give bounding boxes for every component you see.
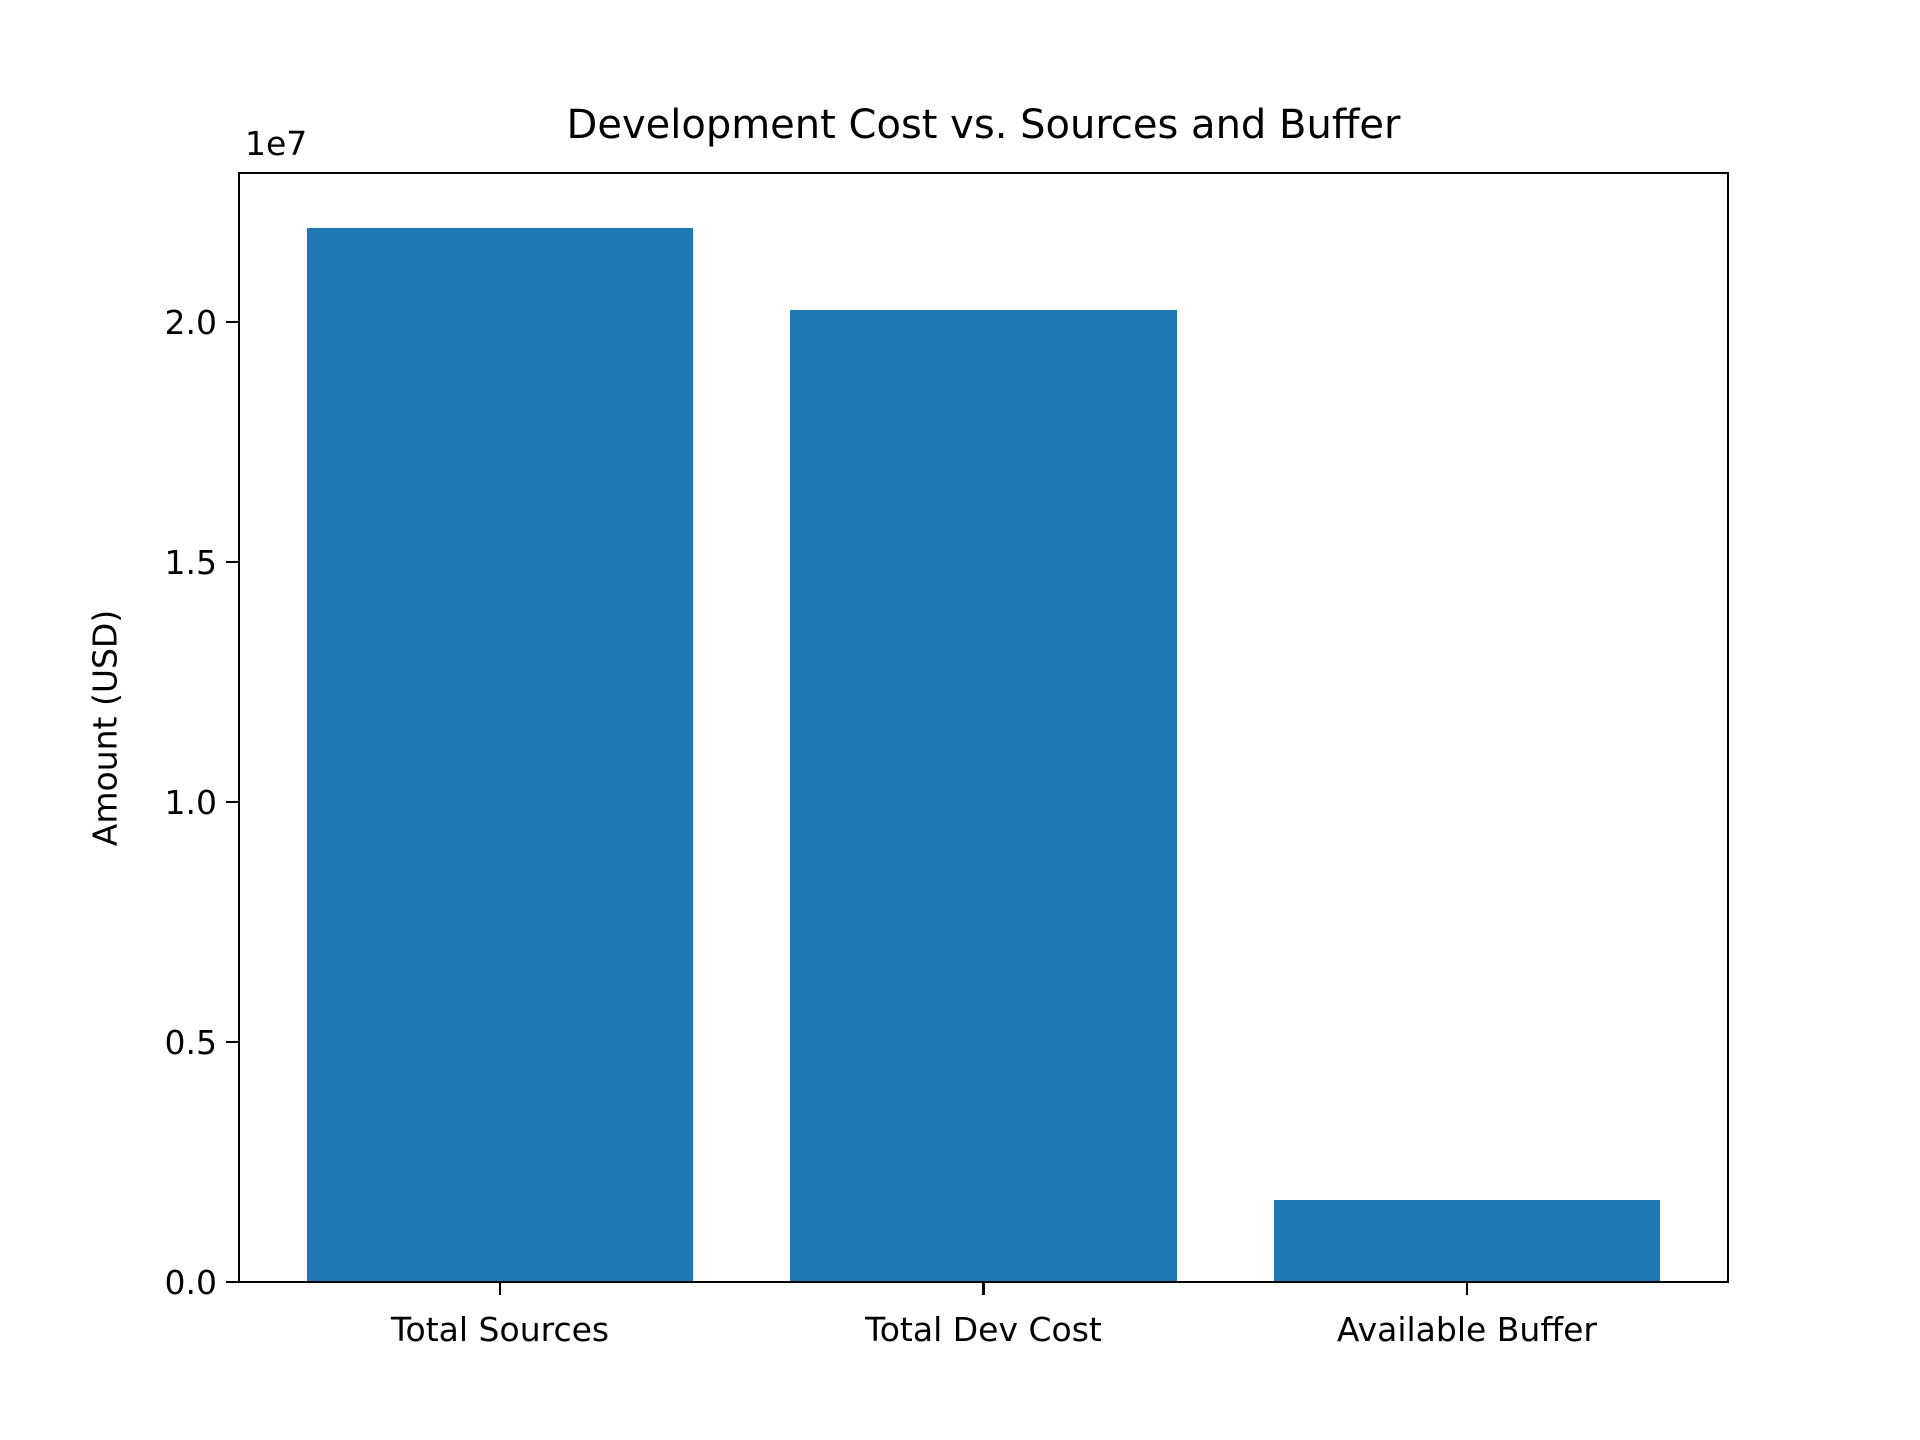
- x-tick-label-total-sources: Total Sources: [391, 1310, 610, 1349]
- x-tick-mark: [498, 1283, 502, 1296]
- y-axis-label: Amount (USD): [85, 609, 125, 847]
- bar-total-sources: [306, 228, 694, 1282]
- x-tick-mark: [982, 1283, 985, 1296]
- y-tick-mark: [225, 320, 238, 324]
- y-tick-mark: [225, 1280, 238, 1284]
- bar-available-buffer: [1273, 1200, 1661, 1282]
- y-tick-label: 1.5: [164, 542, 217, 582]
- y-tick-label: 0.5: [164, 1022, 217, 1062]
- x-tick-mark: [1465, 1283, 1469, 1296]
- x-tick-label-available-buffer: Available Buffer: [1336, 1310, 1597, 1349]
- y-tick-label: 2.0: [164, 302, 217, 342]
- y-tick-label: 0.0: [164, 1263, 217, 1302]
- y-tick-mark: [225, 1040, 238, 1044]
- y-tick-mark: [225, 560, 238, 564]
- bar-total-dev-cost: [790, 309, 1177, 1282]
- chart-title: Development Cost vs. Sources and Buffer: [566, 102, 1401, 148]
- y-axis-offset-text: 1e7: [245, 124, 308, 163]
- x-tick-label-total-dev-cost: Total Dev Cost: [865, 1310, 1102, 1349]
- y-tick-mark: [225, 800, 238, 804]
- y-tick-label: 1.0: [164, 782, 217, 822]
